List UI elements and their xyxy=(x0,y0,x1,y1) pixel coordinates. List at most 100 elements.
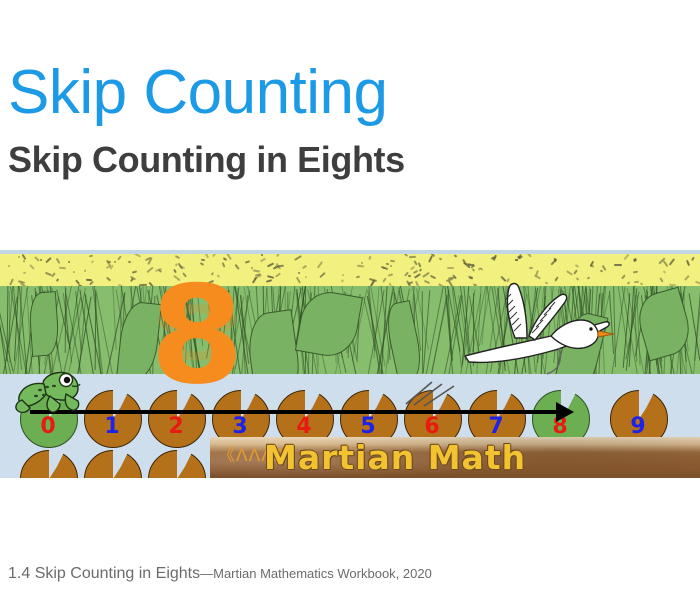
grass-speck xyxy=(9,278,15,286)
grass-speck xyxy=(356,264,364,268)
grass-speck xyxy=(109,263,115,270)
grass-speck xyxy=(356,275,361,279)
reed-stroke xyxy=(64,288,67,354)
reed-stroke xyxy=(421,291,424,376)
grass-speck xyxy=(56,257,62,264)
number-label-9: 9 xyxy=(630,414,646,439)
grass-speck xyxy=(427,255,433,264)
big-eight-numeral: 8 xyxy=(150,257,244,414)
grass-speck xyxy=(298,272,301,275)
grass-speck xyxy=(267,274,275,279)
grass-speck xyxy=(695,280,700,285)
grass-speck xyxy=(260,254,264,257)
grass-speck xyxy=(684,274,690,281)
grass-speck xyxy=(267,262,275,267)
arrow-head-icon xyxy=(556,402,574,422)
grass-speck xyxy=(316,261,323,269)
grass-speck xyxy=(117,255,122,261)
number-label-2: 2 xyxy=(168,414,184,439)
grass-speck xyxy=(550,258,557,266)
page-subtitle: Skip Counting in Eights xyxy=(8,139,405,180)
grass-speck xyxy=(90,260,94,264)
number-line-arrow xyxy=(30,402,574,422)
number-label-6: 6 xyxy=(424,414,440,439)
grass-speck xyxy=(668,257,675,266)
lilypad-disc xyxy=(148,450,206,478)
grass-speck xyxy=(17,255,21,258)
grass-speck xyxy=(409,265,416,271)
martian-math-banner: 《ɅɅɅɅ Martian Math xyxy=(210,437,700,478)
grass-speck xyxy=(44,256,52,264)
grass-speck xyxy=(265,279,272,284)
grass-speck xyxy=(319,271,326,279)
grass-speck xyxy=(301,264,307,269)
grass-speck xyxy=(446,266,454,269)
grass-speck xyxy=(127,260,131,264)
grass-speck xyxy=(527,254,532,258)
yellow-grass-band xyxy=(0,254,700,288)
grass-speck xyxy=(566,270,574,276)
grass-speck xyxy=(296,276,302,284)
grass-speck xyxy=(626,281,631,285)
grass-speck xyxy=(113,260,117,264)
caption-title: 1.4 Skip Counting in Eights xyxy=(8,565,201,582)
grass-speck xyxy=(277,264,285,268)
number-label-7: 7 xyxy=(488,414,504,439)
grass-speck xyxy=(472,268,476,272)
grass-speck xyxy=(419,267,423,272)
grass-speck xyxy=(293,255,302,262)
grass-speck xyxy=(662,269,667,274)
hop-tick-marks-icon xyxy=(405,381,455,407)
grass-speck xyxy=(369,277,378,282)
grass-speck xyxy=(367,255,372,261)
grass-speck xyxy=(403,254,409,258)
grass-speck xyxy=(274,272,281,278)
reed-leaf xyxy=(27,291,61,357)
grass-speck xyxy=(623,254,630,261)
number-label-4: 4 xyxy=(296,414,312,439)
grass-speck xyxy=(412,269,418,274)
grass-speck xyxy=(22,259,26,263)
grass-speck xyxy=(50,272,56,278)
grass-speck xyxy=(7,265,11,268)
crane-bird-icon xyxy=(455,278,615,381)
lilypad-2: 2 xyxy=(148,390,206,448)
grass-speck xyxy=(614,264,622,267)
grass-speck xyxy=(132,270,138,275)
grass-speck xyxy=(659,277,664,283)
grass-speck xyxy=(389,264,392,268)
grass-speck xyxy=(515,258,518,262)
sky-strip xyxy=(0,250,700,254)
grass-speck xyxy=(380,265,388,271)
grass-speck xyxy=(83,269,87,273)
grass-speck xyxy=(252,269,260,273)
grass-speck xyxy=(29,263,36,270)
number-label-1: 1 xyxy=(104,414,120,439)
grass-speck xyxy=(429,274,436,280)
number-label-0: 0 xyxy=(40,414,56,439)
grass-speck xyxy=(438,257,443,261)
martian-math-wordmark: Martian Math xyxy=(264,438,527,477)
number-label-5: 5 xyxy=(360,414,376,439)
reed-stroke xyxy=(426,296,448,376)
page-title: Skip Counting xyxy=(8,58,388,127)
grass-speck xyxy=(408,255,417,258)
grass-speck xyxy=(413,260,418,266)
martian-glyphs-icon: 《ɅɅɅɅ xyxy=(218,446,287,466)
lilypad-disc xyxy=(84,390,142,448)
grass-speck xyxy=(244,259,250,264)
grass-speck xyxy=(341,273,345,277)
grass-speck xyxy=(67,260,71,264)
grass-speck xyxy=(573,269,578,275)
figure-caption: 1.4 Skip Counting in Eights—Martian Math… xyxy=(8,565,432,583)
grass-speck xyxy=(517,256,522,259)
grass-speck xyxy=(589,264,594,268)
grass-speck xyxy=(134,254,141,258)
grass-speck xyxy=(55,277,59,282)
grass-speck xyxy=(686,259,691,267)
grass-speck xyxy=(413,273,421,279)
grass-speck xyxy=(529,267,534,270)
grass-speck xyxy=(691,257,695,262)
grass-speck xyxy=(58,266,66,270)
grass-speck xyxy=(304,275,308,279)
